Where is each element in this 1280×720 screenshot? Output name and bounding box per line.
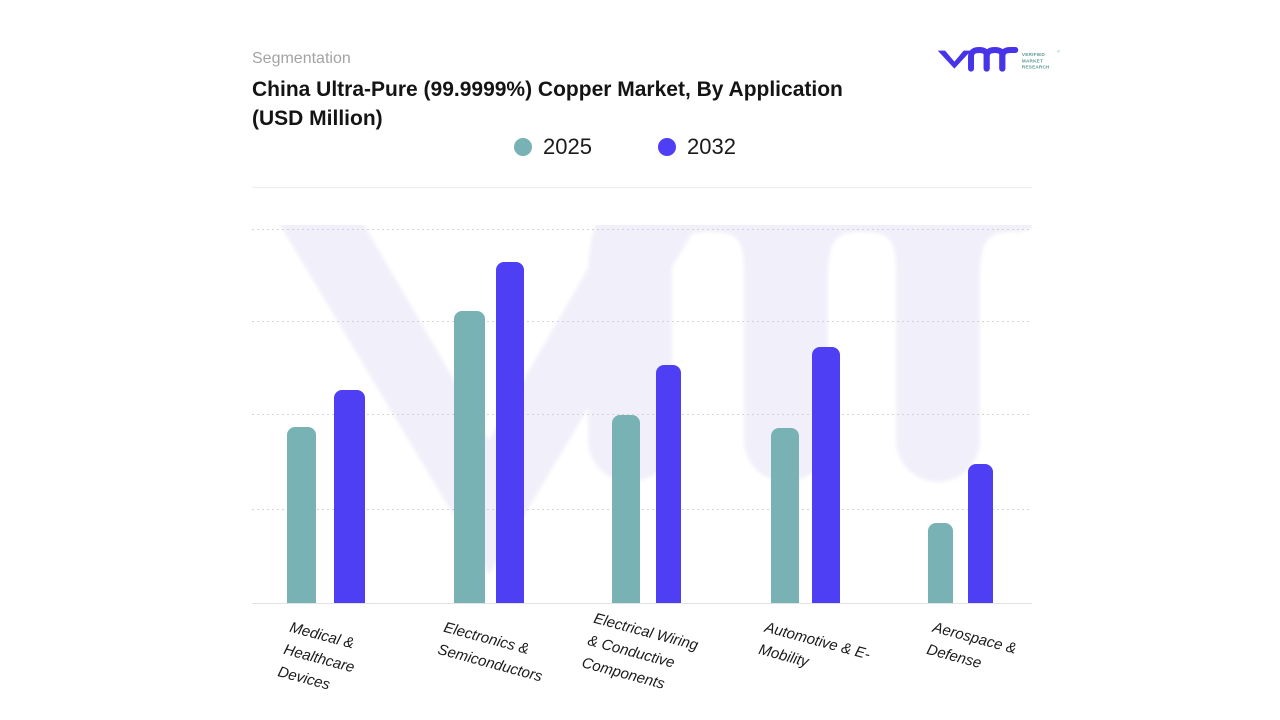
svg-text:VERIFIED: VERIFIED bbox=[1022, 52, 1045, 57]
svg-text:MARKET: MARKET bbox=[1022, 58, 1043, 63]
svg-text:RESEARCH: RESEARCH bbox=[1022, 65, 1050, 70]
